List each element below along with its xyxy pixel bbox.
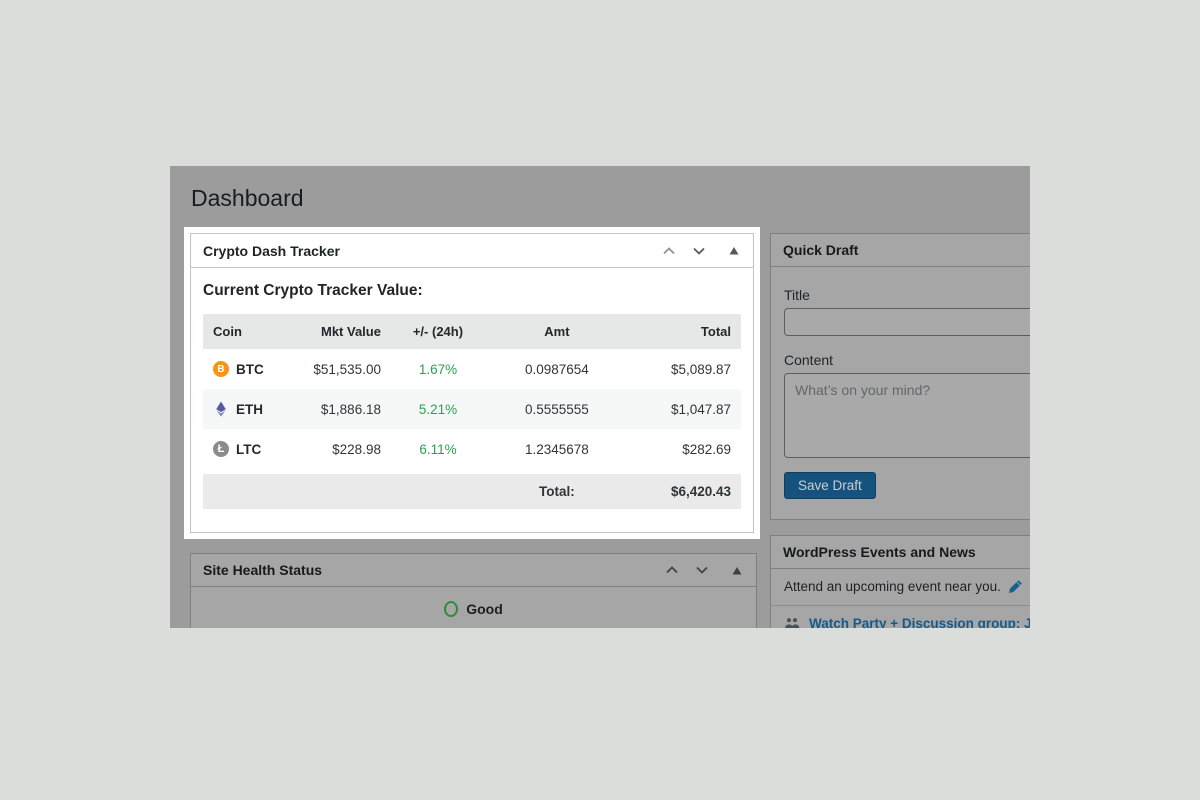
crypto-heading: Current Crypto Tracker Value: xyxy=(203,282,423,299)
content-textarea[interactable] xyxy=(784,373,1030,458)
table-row-eth: ETH $1,886.18 5.21% 0.5555555 $1,047.87 xyxy=(203,389,741,429)
chevron-down-icon xyxy=(693,247,705,255)
table-total-row: Total: $6,420.43 xyxy=(203,469,741,509)
ltc-icon: Ł xyxy=(213,441,229,457)
community-icon xyxy=(784,617,800,628)
eth-change-24h: 5.21% xyxy=(418,401,458,417)
ltc-total: $282.69 xyxy=(682,441,731,457)
wordpress-dashboard-screen: Dashboard Crypto Dash Tracker xyxy=(170,166,1030,628)
ltc-mkt-value: $228.98 xyxy=(332,441,381,457)
btc-icon: B xyxy=(213,361,229,377)
crypto-widget-title: Crypto Dash Tracker xyxy=(203,242,340,259)
coin-label: ETH xyxy=(236,401,263,417)
move-down-button[interactable] xyxy=(692,560,712,580)
chevron-down-icon xyxy=(696,566,708,574)
btc-mkt-value: $51,535.00 xyxy=(313,361,381,377)
btc-total: $5,089.87 xyxy=(670,361,731,377)
event-link[interactable]: Watch Party + Discussion group: Ja xyxy=(809,616,1030,628)
site-health-status: Good xyxy=(466,601,503,617)
col-header-amt: Amt xyxy=(484,314,629,349)
crypto-dash-tracker-widget: Crypto Dash Tracker Current Crypto Track… xyxy=(190,233,754,533)
coin-label: BTC xyxy=(236,361,264,377)
events-news-title: WordPress Events and News xyxy=(783,544,976,560)
site-health-widget: Site Health Status Good xyxy=(190,553,757,628)
quick-draft-header[interactable]: Quick Draft xyxy=(771,234,1030,267)
crypto-widget-header[interactable]: Crypto Dash Tracker xyxy=(191,234,753,268)
crypto-widget-highlight: Crypto Dash Tracker Current Crypto Track… xyxy=(184,227,760,539)
page-title: Dashboard xyxy=(191,185,304,211)
chevron-up-icon xyxy=(666,566,678,574)
total-label: Total: xyxy=(484,469,629,509)
eth-mkt-value: $1,886.18 xyxy=(320,401,381,417)
save-draft-button[interactable]: Save Draft xyxy=(784,472,876,499)
move-up-button[interactable] xyxy=(662,560,682,580)
collapse-triangle-icon xyxy=(729,247,739,255)
events-news-widget: WordPress Events and News Attend an upco… xyxy=(770,535,1030,628)
collapse-button[interactable] xyxy=(730,564,744,577)
eth-total: $1,047.87 xyxy=(670,401,731,417)
btc-amt: 0.0987654 xyxy=(524,361,589,377)
col-header-change-24h: +/- (24h) xyxy=(390,314,485,349)
crypto-table-header-row: Coin Mkt Value +/- (24h) Amt Total xyxy=(203,314,741,349)
move-down-button[interactable] xyxy=(689,241,709,261)
content-label: Content xyxy=(784,352,834,368)
good-status-icon xyxy=(444,601,459,617)
events-news-header[interactable]: WordPress Events and News xyxy=(771,536,1030,569)
collapse-button[interactable] xyxy=(727,244,741,257)
ltc-amt: 1.2345678 xyxy=(524,441,589,457)
crypto-table: Coin Mkt Value +/- (24h) Amt Total B xyxy=(203,314,741,509)
site-health-header[interactable]: Site Health Status xyxy=(191,554,756,587)
site-health-title: Site Health Status xyxy=(203,562,323,578)
chevron-up-icon xyxy=(663,246,675,254)
coin-label: LTC xyxy=(236,441,262,457)
quick-draft-title: Quick Draft xyxy=(783,242,859,258)
table-row-ltc: Ł LTC $228.98 6.11% 1.2345678 $282.69 xyxy=(203,429,741,472)
eth-amt: 0.5555555 xyxy=(524,401,589,417)
col-header-mkt-value: Mkt Value xyxy=(301,314,391,349)
title-input[interactable] xyxy=(784,308,1030,336)
eth-icon xyxy=(215,401,227,417)
pencil-icon[interactable] xyxy=(1008,579,1023,594)
btc-change-24h: 1.67% xyxy=(418,361,458,377)
col-header-coin: Coin xyxy=(203,314,302,349)
col-header-total: Total xyxy=(628,314,741,349)
quick-draft-widget: Quick Draft Title Content Save Draft xyxy=(770,233,1030,520)
title-label: Title xyxy=(784,287,810,303)
ltc-change-24h: 6.11% xyxy=(419,441,457,457)
collapse-triangle-icon xyxy=(732,566,742,574)
table-row-btc: B BTC $51,535.00 1.67% 0.0987654 $5,089.… xyxy=(203,349,741,389)
event-prompt: Attend an upcoming event near you. xyxy=(784,579,1001,594)
move-up-button[interactable] xyxy=(659,241,679,261)
total-value: $6,420.43 xyxy=(628,469,741,509)
